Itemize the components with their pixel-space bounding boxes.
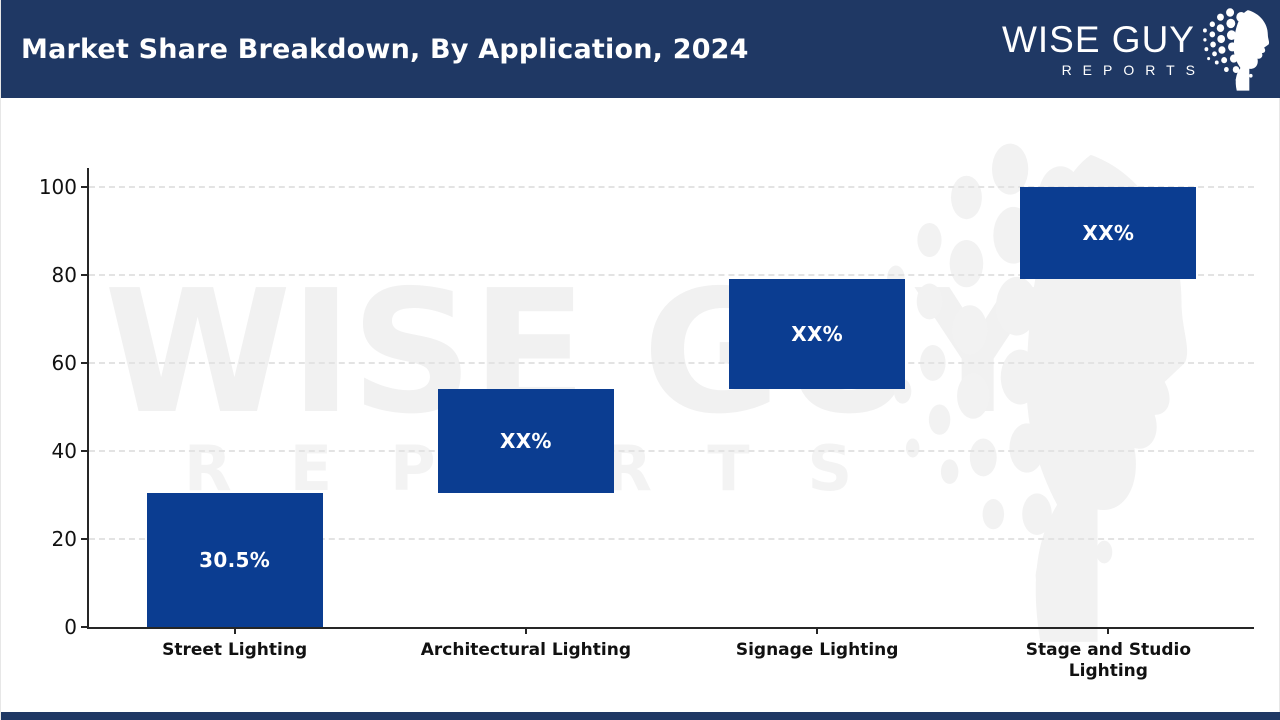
y-axis-label: 0 — [64, 615, 77, 639]
x-axis-category-label: Stage and Studio Lighting — [1025, 640, 1192, 681]
bar-value-label: XX% — [791, 322, 844, 347]
page-title: Market Share Breakdown, By Application, … — [21, 33, 749, 65]
y-axis-label: 20 — [51, 527, 77, 551]
footer-bar — [1, 712, 1280, 720]
y-axis-label: 80 — [51, 263, 77, 287]
waterfall-bar-1: 30.5% — [146, 492, 323, 627]
gridline — [89, 274, 1254, 276]
x-axis-category-label: Street Lighting — [162, 640, 308, 660]
wiseguy-logo: WISE GUY REPORTS — [1002, 4, 1273, 96]
y-axis-tick — [81, 538, 88, 540]
y-axis-label: 60 — [51, 351, 77, 375]
gridline — [89, 450, 1254, 452]
y-axis-label: 40 — [51, 439, 77, 463]
gridline — [89, 186, 1254, 188]
wiseguy-head-icon — [1199, 7, 1273, 93]
logo-subtitle: REPORTS — [1061, 62, 1206, 78]
y-axis-tick — [81, 274, 88, 276]
x-axis-tick — [233, 627, 236, 634]
x-axis-tick — [816, 627, 819, 634]
y-axis-line — [87, 168, 89, 629]
header-bar: Market Share Breakdown, By Application, … — [1, 0, 1280, 98]
waterfall-bar-3: XX% — [729, 279, 906, 390]
bar-value-label: XX% — [499, 429, 552, 454]
x-axis-category-label: Signage Lighting — [735, 640, 899, 660]
gridline — [89, 538, 1254, 540]
y-axis-tick — [81, 450, 88, 452]
x-axis-category-label: Architectural Lighting — [420, 640, 632, 660]
plot-area: 0 20 40 60 80 100 30.5% Street Lighting XX% Archi… — [1, 98, 1280, 712]
logo-wordmark: WISE GUY — [1001, 19, 1195, 60]
y-axis-label: 100 — [38, 175, 77, 199]
y-axis-tick — [81, 186, 88, 188]
bar-value-label: XX% — [1082, 221, 1135, 246]
x-axis-tick — [1107, 627, 1110, 634]
waterfall-bar-2: XX% — [437, 389, 614, 493]
x-axis-line — [87, 627, 1254, 629]
y-axis-tick — [81, 362, 88, 364]
waterfall-bar-4: XX% — [1020, 187, 1197, 280]
y-axis-tick — [81, 626, 88, 628]
x-axis-tick — [524, 627, 527, 634]
bar-value-label: 30.5% — [199, 547, 271, 572]
gridline — [89, 362, 1254, 364]
